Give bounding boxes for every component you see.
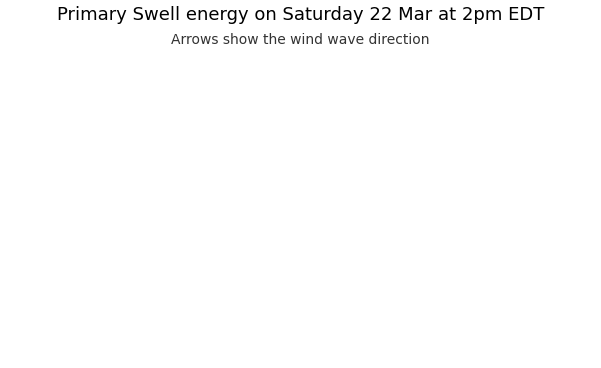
Text: Arrows show the wind wave direction: Arrows show the wind wave direction bbox=[171, 33, 430, 47]
Text: cartopy not available: cartopy not available bbox=[197, 200, 404, 219]
Text: Primary Swell energy on Saturday 22 Mar at 2pm EDT: Primary Swell energy on Saturday 22 Mar … bbox=[57, 6, 544, 24]
